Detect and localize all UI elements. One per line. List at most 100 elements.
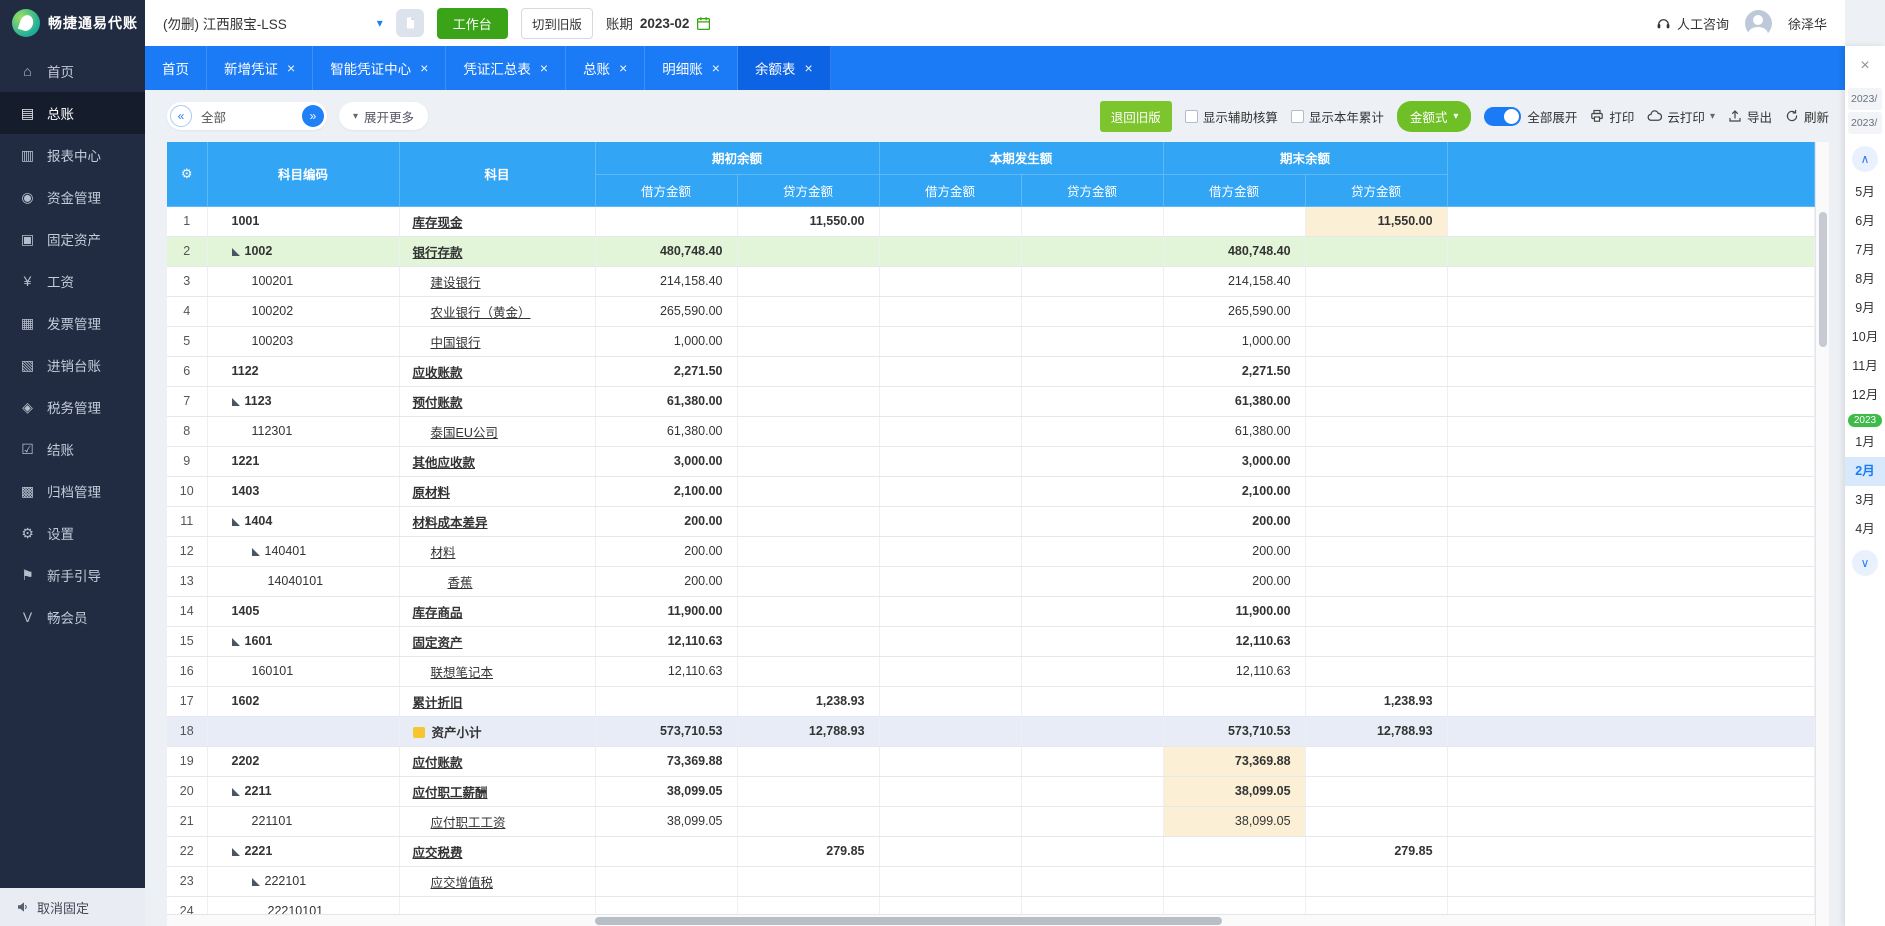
- refresh-button[interactable]: 刷新: [1785, 107, 1829, 126]
- filter-next-icon[interactable]: »: [302, 105, 324, 127]
- tab-余额表[interactable]: 余额表 ×: [737, 46, 831, 90]
- header-account-code[interactable]: 科目编码: [207, 142, 400, 207]
- back-to-old-button[interactable]: 退回旧版: [1099, 100, 1172, 132]
- column-settings-icon[interactable]: ⚙: [167, 142, 208, 207]
- header-account-name[interactable]: 科目: [399, 142, 596, 207]
- workbench-button[interactable]: 工作台: [436, 7, 508, 39]
- sidebar-item-tax[interactable]: ◈ 税务管理: [0, 386, 145, 428]
- expand-icon[interactable]: [231, 248, 240, 256]
- horizontal-scrollbar-thumb[interactable]: [595, 917, 1222, 925]
- cloud-print-button[interactable]: 云打印 ▾: [1647, 107, 1715, 126]
- table-row[interactable]: 16 160101 联想笔记本 12,110.63 12,110.63: [167, 656, 1816, 687]
- table-row[interactable]: 6 1122 应收账款 2,271.50 2,271.50: [167, 356, 1816, 387]
- period-date-chip[interactable]: 2023/: [1848, 112, 1882, 134]
- subject-filter-select[interactable]: « 全部 »: [167, 102, 327, 130]
- account-name-link[interactable]: 应付职工薪酬: [412, 785, 488, 800]
- expand-icon[interactable]: [231, 788, 240, 796]
- account-name-link[interactable]: 其他应收款: [412, 455, 476, 470]
- avatar[interactable]: [1744, 9, 1772, 37]
- vertical-scrollbar[interactable]: [1815, 142, 1829, 926]
- account-name-link[interactable]: 资产小计: [431, 725, 482, 740]
- expand-icon[interactable]: [231, 398, 240, 406]
- table-row[interactable]: 17 1602 累计折旧 1,238.93 1,238.93: [167, 686, 1816, 717]
- account-name-link[interactable]: 库存商品: [412, 605, 463, 620]
- table-row[interactable]: 5 100203 中国银行 1,000.00 1,000.00: [167, 326, 1816, 357]
- account-name-link[interactable]: 银行存款: [412, 245, 463, 260]
- table-row[interactable]: 18 资产小计 573,710.53 12,788.93 573,710.53 12,78…: [167, 716, 1816, 747]
- table-row[interactable]: 15 1601 固定资产 12,110.63 12,110.63: [167, 626, 1816, 657]
- close-icon[interactable]: ×: [619, 60, 628, 76]
- account-name-link[interactable]: 库存现金: [412, 215, 463, 230]
- sidebar-item-settings[interactable]: ⚙ 设置: [0, 512, 145, 554]
- close-icon[interactable]: ×: [287, 60, 296, 76]
- tab-新增凭证[interactable]: 新增凭证 ×: [207, 46, 314, 90]
- sidebar-item-archive[interactable]: ▩ 归档管理: [0, 470, 145, 512]
- month-item[interactable]: 11月: [1852, 359, 1878, 373]
- show-aux-checkbox[interactable]: 显示辅助核算: [1184, 107, 1278, 126]
- sidebar-item-general-ledger[interactable]: ▤ 总账: [0, 92, 145, 134]
- table-row[interactable]: 4 100202 农业银行（黄金） 265,590.00 265,590.00: [167, 296, 1816, 327]
- table-row[interactable]: 2 1002 银行存款 480,748.40 480,748.40: [167, 236, 1816, 267]
- account-name-link[interactable]: 香蕉: [447, 575, 473, 590]
- table-row[interactable]: 12 140401 材料 200.00 200.00: [167, 536, 1816, 567]
- scroll-up-icon[interactable]: ∧: [1852, 146, 1878, 172]
- account-name-link[interactable]: 应付职工工资: [430, 815, 506, 830]
- account-name-link[interactable]: 累计折旧: [412, 695, 463, 710]
- account-name-link[interactable]: 应收账款: [412, 365, 463, 380]
- table-row[interactable]: 14 1405 库存商品 11,900.00 11,900.00: [167, 596, 1816, 627]
- table-row[interactable]: 23 222101 应交增值税: [167, 866, 1816, 897]
- month-item[interactable]: 1月: [1855, 435, 1875, 449]
- switch-old-version-button[interactable]: 切到旧版: [520, 7, 593, 39]
- month-item[interactable]: 7月: [1855, 243, 1875, 257]
- period-date-chip[interactable]: 2023/: [1848, 88, 1882, 110]
- checkbox-icon[interactable]: [1290, 109, 1304, 123]
- sidebar-item-purchase-sale[interactable]: ▧ 进销台账: [0, 344, 145, 386]
- sidebar-item-home[interactable]: ⌂ 首页: [0, 50, 145, 92]
- user-name[interactable]: 徐泽华: [1787, 16, 1827, 32]
- account-name-link[interactable]: 中国银行: [430, 335, 481, 350]
- tab-智能凭证中心[interactable]: 智能凭证中心 ×: [313, 46, 447, 90]
- table-row[interactable]: 21 221101 应付职工工资 38,099.05 38,099.05: [167, 806, 1816, 837]
- month-item[interactable]: 4月: [1855, 522, 1875, 536]
- month-item[interactable]: 5月: [1855, 185, 1875, 199]
- account-name-link[interactable]: 固定资产: [412, 635, 463, 650]
- close-panel-icon[interactable]: ×: [1860, 57, 1870, 74]
- table-row[interactable]: 22 2221 应交税费 279.85 279.85: [167, 836, 1816, 867]
- horizontal-scrollbar[interactable]: [167, 914, 1815, 926]
- account-name-link[interactable]: 材料: [430, 545, 456, 560]
- tab-首页[interactable]: 首页: [145, 46, 207, 90]
- table-row[interactable]: 3 100201 建设银行 214,158.40 214,158.40: [167, 266, 1816, 297]
- tab-凭证汇总表[interactable]: 凭证汇总表 ×: [446, 46, 567, 90]
- table-row[interactable]: 11 1404 材料成本差异 200.00 200.00: [167, 506, 1816, 537]
- scroll-down-icon[interactable]: ∨: [1852, 550, 1878, 576]
- expand-icon[interactable]: [231, 638, 240, 646]
- close-icon[interactable]: ×: [420, 60, 429, 76]
- expand-icon[interactable]: [231, 848, 240, 856]
- consult-button[interactable]: 人工咨询: [1656, 14, 1729, 33]
- account-name-link[interactable]: 预付账款: [412, 395, 463, 410]
- sidebar-item-fund-management[interactable]: ◉ 资金管理: [0, 176, 145, 218]
- print-button[interactable]: 打印: [1590, 107, 1634, 126]
- account-name-link[interactable]: 原材料: [412, 485, 451, 500]
- table-row[interactable]: 8 112301 泰国EU公司 61,380.00 61,380.00: [167, 416, 1816, 447]
- account-name-link[interactable]: 联想笔记本: [430, 665, 494, 680]
- account-name-link[interactable]: 农业银行（黄金）: [430, 305, 531, 320]
- expand-all-toggle[interactable]: [1484, 106, 1522, 126]
- table-row[interactable]: 19 2202 应付账款 73,369.88 73,369.88: [167, 746, 1816, 777]
- table-row[interactable]: 10 1403 原材料 2,100.00 2,100.00: [167, 476, 1816, 507]
- account-name-link[interactable]: 应付账款: [412, 755, 463, 770]
- month-item[interactable]: 6月: [1855, 214, 1875, 228]
- document-shortcut-button[interactable]: [395, 9, 424, 37]
- account-name-link[interactable]: 应交税费: [412, 845, 463, 860]
- checkbox-icon[interactable]: [1184, 109, 1198, 123]
- export-button[interactable]: 导出: [1728, 107, 1772, 126]
- expand-icon[interactable]: [231, 518, 240, 526]
- sidebar-item-member[interactable]: V 畅会员: [0, 596, 145, 638]
- company-select[interactable]: (勿删) 江西服宝-LSS ▾: [163, 13, 383, 33]
- accounting-period[interactable]: 账期 2023-02: [606, 13, 712, 33]
- month-item[interactable]: 2月: [1845, 457, 1885, 486]
- table-row[interactable]: 7 1123 预付账款 61,380.00 61,380.00: [167, 386, 1816, 417]
- close-icon[interactable]: ×: [539, 60, 549, 76]
- filter-left-icon[interactable]: «: [170, 105, 192, 127]
- sidebar-item-invoice[interactable]: ▦ 发票管理: [0, 302, 145, 344]
